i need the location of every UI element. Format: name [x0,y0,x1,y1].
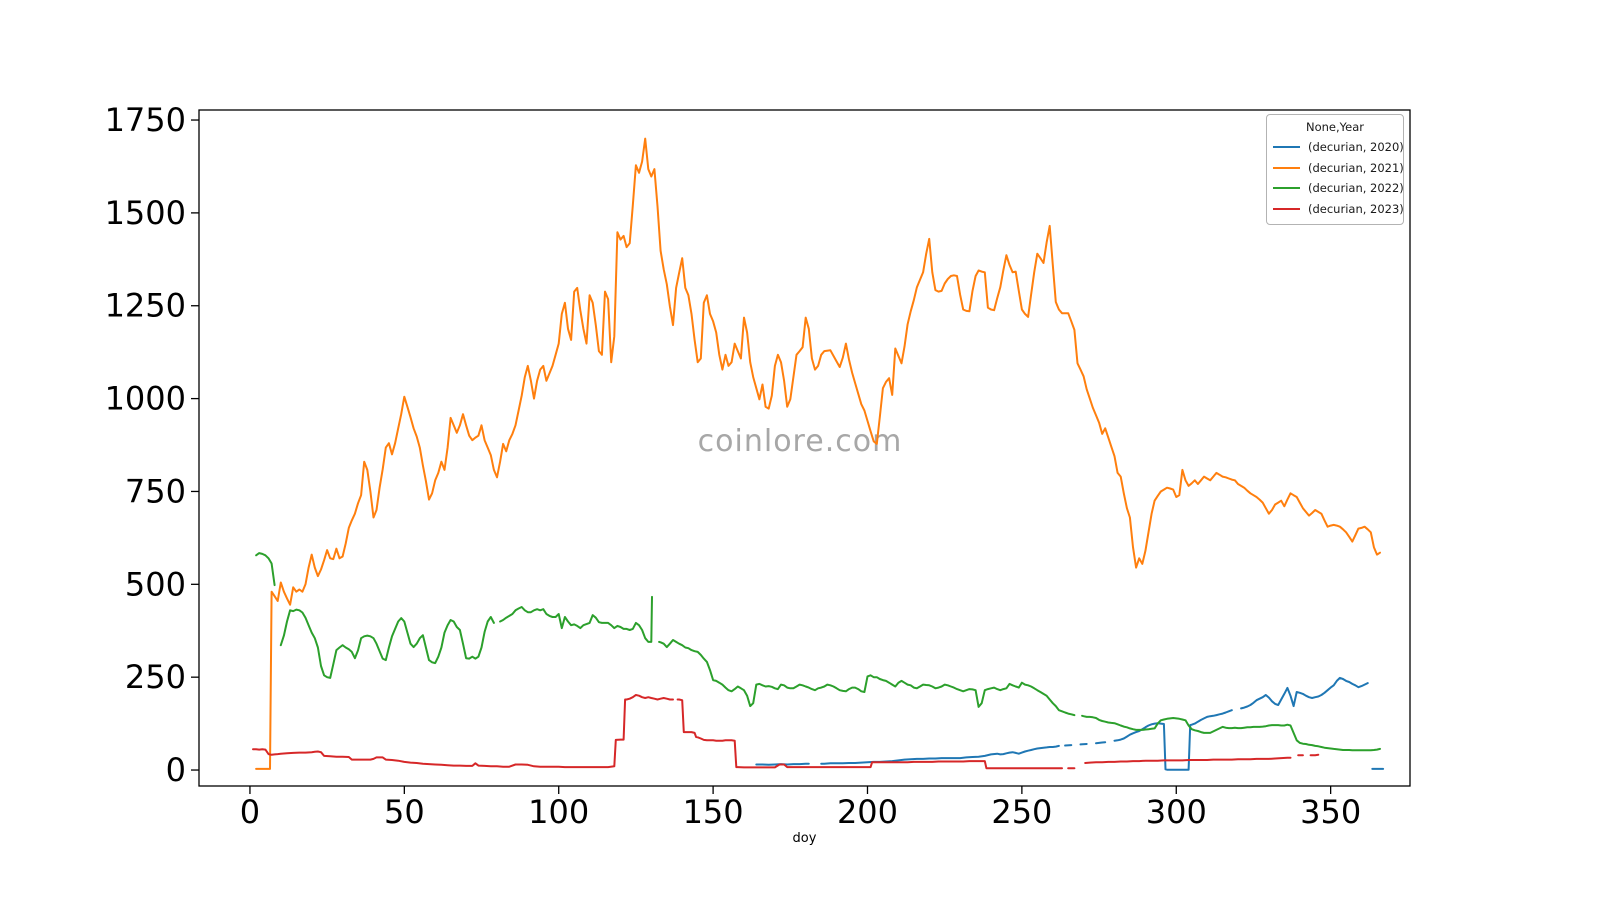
legend-label: (decurian, 2022) [1308,181,1404,196]
x-tick-label: 300 [1146,793,1207,831]
series-line-decurian-2023 [676,698,1063,770]
plot-border [198,109,1411,787]
watermark: coinlore.com [697,424,903,459]
legend-label: (decurian, 2020) [1308,140,1404,155]
series-line-decurian-2020 [1095,741,1107,745]
legend-swatch [1273,146,1300,149]
y-tick-label: 1000 [105,380,186,418]
x-tick-label: 150 [683,793,744,831]
x-tick-label: 50 [384,793,425,831]
x-tick-label: 350 [1300,793,1361,831]
y-tick-label: 0 [166,751,186,789]
series-line-decurian-2021 [255,137,1381,770]
y-tick-label: 1750 [105,101,186,139]
legend-swatch [1273,207,1300,210]
x-tick-label: 0 [240,793,260,831]
legend-swatch [1273,187,1300,190]
x-tick-label: 200 [837,793,898,831]
legend-entry: (decurian, 2020) [1273,137,1404,158]
legend-entry: (decurian, 2021) [1273,158,1404,179]
legend-label: (decurian, 2023) [1308,201,1404,216]
series-line-decurian-2022 [658,639,1076,717]
series-line-decurian-2020 [1240,676,1369,710]
y-tick-label: 1250 [105,287,186,325]
series-line-decurian-2022 [279,608,495,679]
series-line-decurian-2022 [255,552,276,587]
legend-title: None,Year [1305,120,1364,134]
y-tick-label: 500 [125,565,186,603]
x-tick-label: 100 [528,793,589,831]
series-line-decurian-2023 [252,694,674,769]
series-line-decurian-2022 [499,595,653,643]
legend-entry: (decurian, 2023) [1273,199,1404,220]
series-line-decurian-2020 [1113,709,1233,771]
series-group [252,137,1385,771]
x-axis-label: doy [792,831,817,846]
x-tick-label: 250 [991,793,1052,831]
legend-label: (decurian, 2021) [1308,160,1404,175]
series-line-decurian-2022 [1081,714,1381,752]
y-tick-label: 250 [125,658,186,696]
y-tick-label: 1500 [105,194,186,232]
y-tick-label: 750 [125,472,186,510]
series-line-decurian-2020 [820,744,1060,765]
series-line-decurian-2023 [1084,756,1292,764]
legend-items: (decurian, 2020) (decurian, 2021) (decuria… [1273,137,1404,220]
legend: None,Year (decurian, 2020) (decurian, 202… [1266,114,1404,225]
legend-entry: (decurian, 2022) [1273,178,1404,199]
legend-swatch [1273,166,1300,169]
